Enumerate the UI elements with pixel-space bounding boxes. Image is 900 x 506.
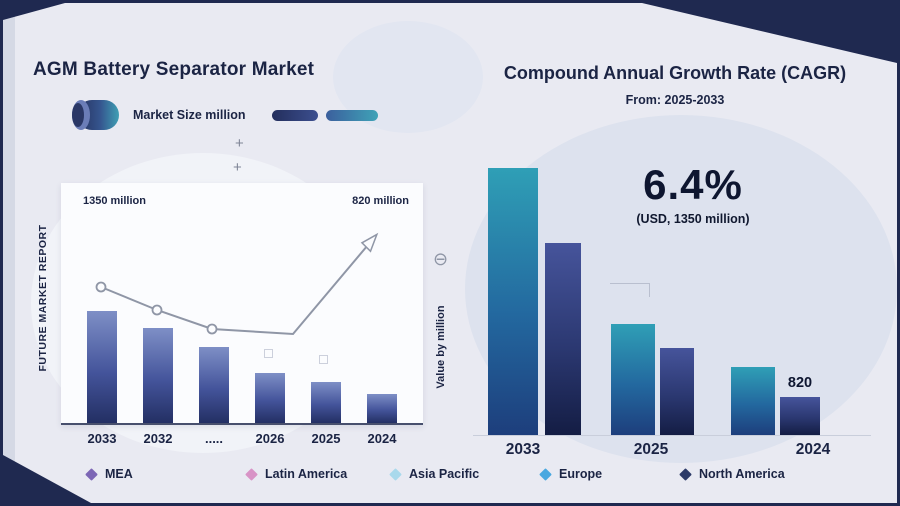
- right-bar-chart: 820: [473, 153, 883, 436]
- diamond-icon: [539, 467, 552, 481]
- circled-minus-icon: ⊖: [433, 249, 449, 269]
- market-size-label: Market Size million: [133, 108, 246, 122]
- x-axis-label: 2025: [311, 431, 341, 446]
- right-chart-subtitle: From: 2025-2033: [625, 93, 725, 107]
- cagr-block: 6.4% (USD, 1350 million): [593, 161, 793, 226]
- x-axis-label: 2033: [505, 441, 541, 458]
- left-y-axis-label: FUTURE MARKET REPORT: [37, 224, 49, 372]
- x-axis-label: 2024: [367, 431, 397, 446]
- legend-label: Asia Pacific: [409, 467, 480, 481]
- cagr-bar-primary-2033: [488, 168, 538, 435]
- x-axis-label: 2024: [795, 441, 831, 458]
- cagr-bar-primary-2024: [731, 367, 775, 435]
- annotation-820-million: 820 million: [352, 195, 409, 207]
- legend-label: Latin America: [265, 467, 348, 481]
- legend-label: MEA: [105, 467, 133, 481]
- plus-decoration-icon: +: [233, 159, 242, 176]
- left-edge-strip: [3, 3, 15, 503]
- market-size-bar-2024: [367, 394, 397, 423]
- market-size-bar-2025: [311, 382, 341, 423]
- cagr-bar-secondary-2025: [660, 348, 694, 435]
- legend-label: Europe: [559, 467, 603, 481]
- market-size-bar-2032: [143, 328, 173, 423]
- square-decoration: [319, 355, 328, 364]
- x-axis-label: 2033: [87, 431, 117, 446]
- x-axis-label: 2032: [143, 431, 173, 446]
- bracket-decoration: [610, 283, 650, 297]
- diamond-icon: [389, 467, 402, 481]
- legend-item-asia-pacific: Asia Pacific: [389, 467, 480, 481]
- cagr-bar-secondary-2024: [780, 397, 820, 435]
- legend-item-north-america: North America: [679, 467, 785, 481]
- legend-pill-navy: [271, 109, 318, 121]
- diamond-icon: [679, 467, 692, 481]
- legend-item-latin-america: Latin America: [245, 467, 348, 481]
- square-decoration: [264, 349, 273, 358]
- x-axis-label: 2025: [633, 441, 669, 458]
- x-axis-label: .....: [204, 431, 224, 446]
- annotation-1350-million: 1350 million: [83, 195, 146, 207]
- corner-decoration-top-right: [642, 3, 897, 63]
- cagr-bar-secondary-2033: [545, 243, 581, 435]
- legend-item-mea: MEA: [85, 467, 133, 481]
- trend-line-with-arrow: [95, 183, 423, 336]
- left-bar-chart: [61, 293, 423, 423]
- x-axis-label: 2026: [255, 431, 285, 446]
- footer-legend: MEA Latin America Asia Pacific Europe North …: [3, 467, 897, 493]
- bar-annotation-820: 820: [787, 375, 813, 391]
- market-size-bar-2026: [255, 373, 285, 423]
- market-size-legend: Market Size million: [67, 97, 378, 133]
- market-size-bar-2033: [87, 311, 117, 423]
- database-cylinder-icon: [72, 100, 119, 130]
- cagr-value: 6.4%: [643, 161, 743, 208]
- corner-decoration-top-left: [3, 3, 65, 20]
- cagr-note: (USD, 1350 million): [636, 212, 750, 226]
- legend-label: North America: [699, 467, 785, 481]
- market-size-bar-.....: [199, 347, 229, 423]
- left-x-labels: 2033 2032..... 2026 2025 2024: [61, 431, 423, 446]
- right-y-axis-label: Value by million: [435, 305, 447, 389]
- left-chart-title: AGM Battery Separator Market: [33, 59, 315, 80]
- right-chart-title: Compound Annual Growth Rate (CAGR): [503, 63, 847, 83]
- left-chart-panel: 1350 million 820 million: [61, 183, 423, 425]
- right-x-labels: 2033 2025 2024: [473, 441, 883, 463]
- legend-pill-teal: [325, 109, 378, 121]
- diamond-icon: [85, 467, 98, 481]
- plus-decoration-icon: +: [235, 135, 244, 152]
- cagr-bar-primary-2025: [611, 324, 655, 435]
- diamond-icon: [245, 467, 258, 481]
- corner-decoration-bottom-left: [3, 455, 91, 503]
- legend-item-europe: Europe: [539, 467, 603, 481]
